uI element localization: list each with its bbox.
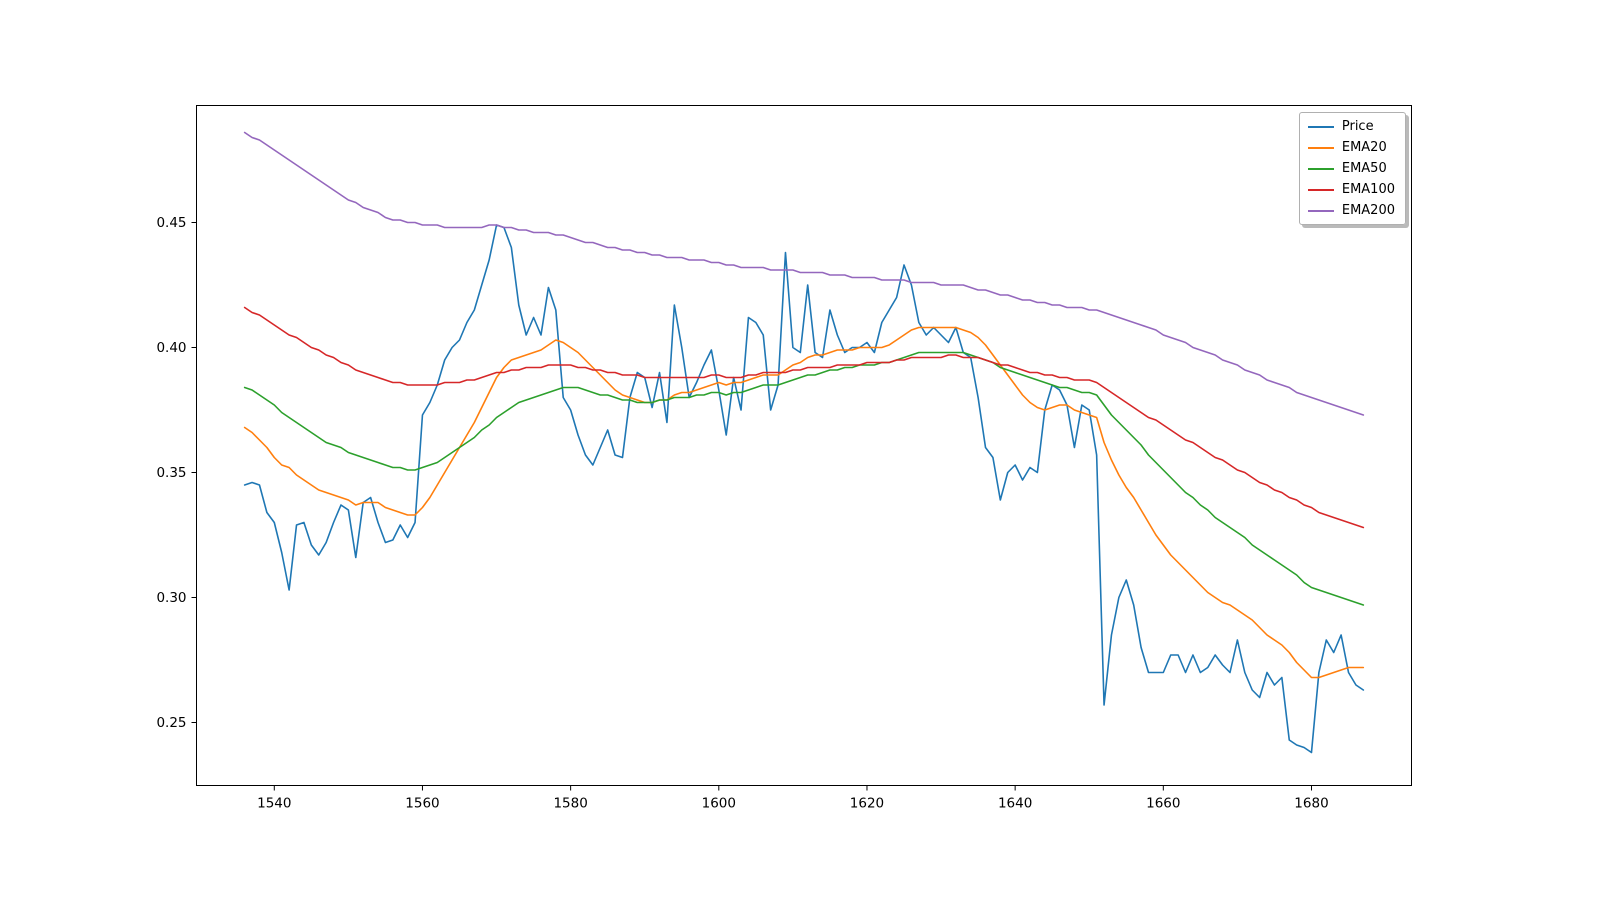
x-tick-label: 1680 xyxy=(1294,796,1328,812)
series-line-price xyxy=(243,224,1365,754)
legend-swatch-price xyxy=(1307,125,1334,128)
y-tick-label: 0.25 xyxy=(156,715,186,731)
series-line-ema100 xyxy=(243,306,1365,529)
legend-item-ema50: EMA50 xyxy=(1307,161,1395,176)
x-tick-label: 1580 xyxy=(553,796,587,812)
legend-item-ema20: EMA20 xyxy=(1307,140,1395,155)
x-tick-label: 1660 xyxy=(1146,796,1180,812)
x-tick-label: 1540 xyxy=(257,796,291,812)
series-line-ema50 xyxy=(243,351,1365,606)
legend-label-ema20: EMA20 xyxy=(1341,140,1387,155)
legend-item-ema200: EMA200 xyxy=(1307,203,1395,218)
series-line-ema200 xyxy=(243,131,1365,416)
x-tick-label: 1600 xyxy=(702,796,736,812)
legend-swatch-ema50 xyxy=(1307,167,1334,170)
x-tick-label: 1620 xyxy=(850,796,884,812)
legend-swatch-ema20 xyxy=(1307,146,1334,149)
legend-label-ema100: EMA100 xyxy=(1341,182,1395,197)
y-tick-label: 0.30 xyxy=(156,590,186,606)
legend-label-ema200: EMA200 xyxy=(1341,203,1395,218)
legend-item-price: Price xyxy=(1307,119,1395,134)
x-tick-label: 1560 xyxy=(405,796,439,812)
x-tick-label: 1640 xyxy=(998,796,1032,812)
y-tick-label: 0.40 xyxy=(156,340,186,356)
series-line-ema20 xyxy=(243,326,1365,679)
axes-frame xyxy=(196,105,1412,786)
legend-swatch-ema200 xyxy=(1307,209,1334,212)
y-tick-label: 0.35 xyxy=(156,465,186,481)
y-tick-label: 0.45 xyxy=(156,215,186,231)
legend-label-price: Price xyxy=(1341,119,1374,134)
legend-label-ema50: EMA50 xyxy=(1341,161,1387,176)
legend: Price EMA20 EMA50 EMA100 EMA200 xyxy=(1298,112,1406,225)
legend-item-ema100: EMA100 xyxy=(1307,182,1395,197)
legend-swatch-ema100 xyxy=(1307,188,1334,191)
